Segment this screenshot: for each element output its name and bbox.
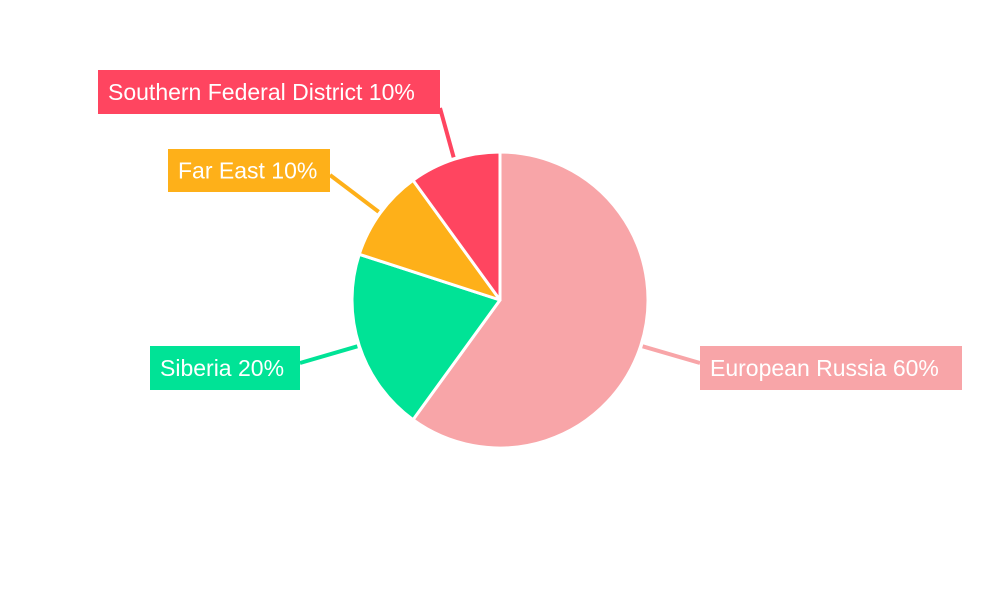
label-leader-lines <box>299 107 701 365</box>
leader-line-far-east <box>328 173 380 214</box>
pie-slices <box>350 150 650 450</box>
slice-label-european-russia: European Russia 60% <box>700 346 962 390</box>
slice-label-european-russia-box <box>700 346 962 390</box>
slice-label-far-east-text: Far East 10% <box>178 158 317 184</box>
pie-slice-far-east <box>357 178 502 302</box>
pie-slice-southern-federal-district <box>411 150 502 302</box>
slice-label-siberia: Siberia 20% <box>150 346 300 390</box>
slice-label-siberia-text: Siberia 20% <box>160 355 284 381</box>
slice-label-southern-federal-district-text: Southern Federal District 10% <box>108 79 415 105</box>
slice-label-siberia-box <box>150 346 300 390</box>
pie-slice-siberia <box>350 252 502 422</box>
leader-line-southern-federal-district <box>438 107 456 158</box>
slice-label-far-east: Far East 10% <box>168 149 330 192</box>
leader-line-european-russia <box>642 344 701 365</box>
slice-label-southern-federal-district-box <box>98 70 440 114</box>
leader-line-siberia <box>299 344 358 365</box>
slice-label-european-russia-text: European Russia 60% <box>710 355 939 381</box>
pie-slice-european-russia <box>411 150 650 450</box>
slice-label-far-east-box <box>168 149 330 192</box>
slice-label-southern-federal-district: Southern Federal District 10% <box>98 70 440 114</box>
